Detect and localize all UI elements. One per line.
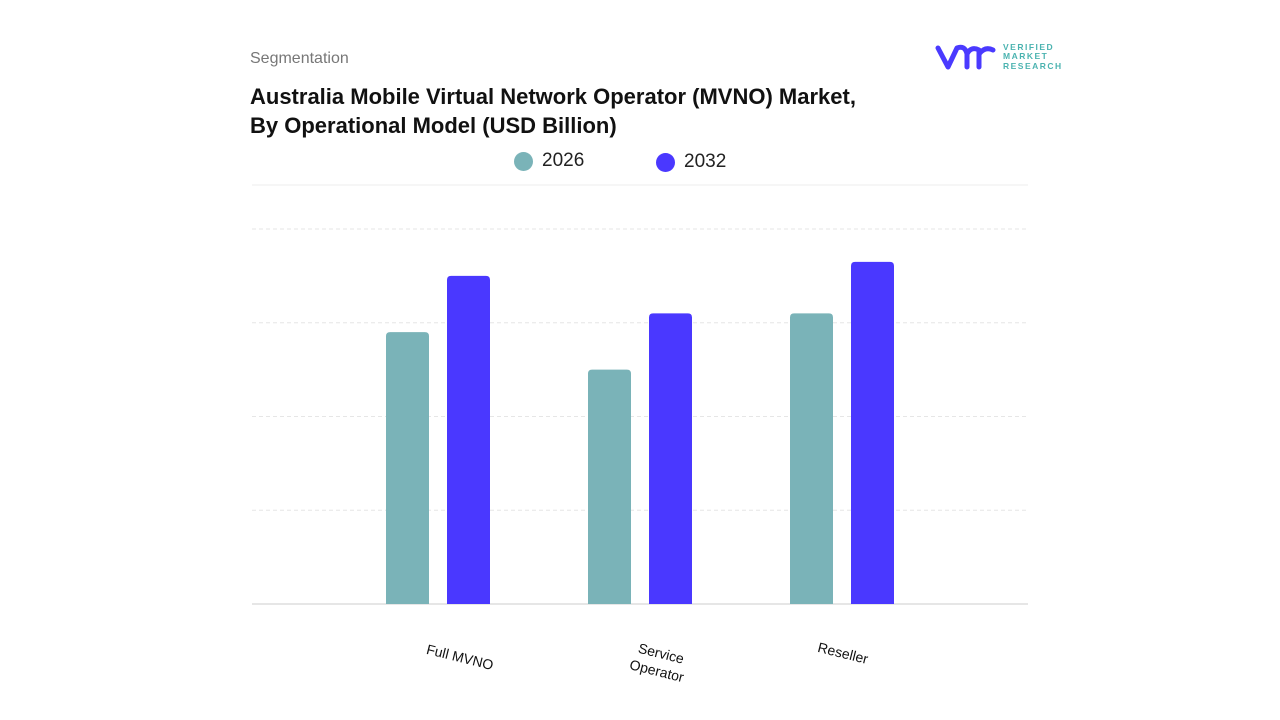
logo-line-3: RESEARCH (1003, 60, 1063, 71)
bar-service-operator-2032 (649, 313, 692, 604)
legend-label-2032: 2032 (684, 151, 727, 172)
title-line-2: By Operational Model (USD Billion) (250, 113, 617, 138)
bar-full-mvno-2026 (386, 332, 429, 604)
logo: VERIFIED MARKET RESEARCH (935, 42, 1063, 72)
bar-service-operator-2026 (588, 369, 631, 604)
bar-reseller-2026 (790, 313, 833, 604)
title-line-1: Australia Mobile Virtual Network Operato… (250, 84, 856, 109)
logo-line-1: VERIFIED (1003, 41, 1055, 52)
legend-item-2032: 2032 (656, 151, 726, 173)
legend-item-2026: 2026 (514, 150, 584, 172)
legend-swatch-2032 (656, 152, 675, 172)
logo-line-2: MARKET (1003, 51, 1049, 62)
chart-title: Australia Mobile Virtual Network Operato… (250, 82, 890, 140)
segment-label: Segmentation (250, 50, 349, 67)
legend-swatch-2026 (514, 151, 533, 171)
legend: 2026 2032 (0, 150, 1280, 174)
vmr-logo-icon (935, 44, 996, 70)
legend-label-2026: 2026 (542, 150, 585, 171)
bar-reseller-2032 (851, 261, 894, 604)
bar-full-mvno-2032 (447, 275, 490, 604)
